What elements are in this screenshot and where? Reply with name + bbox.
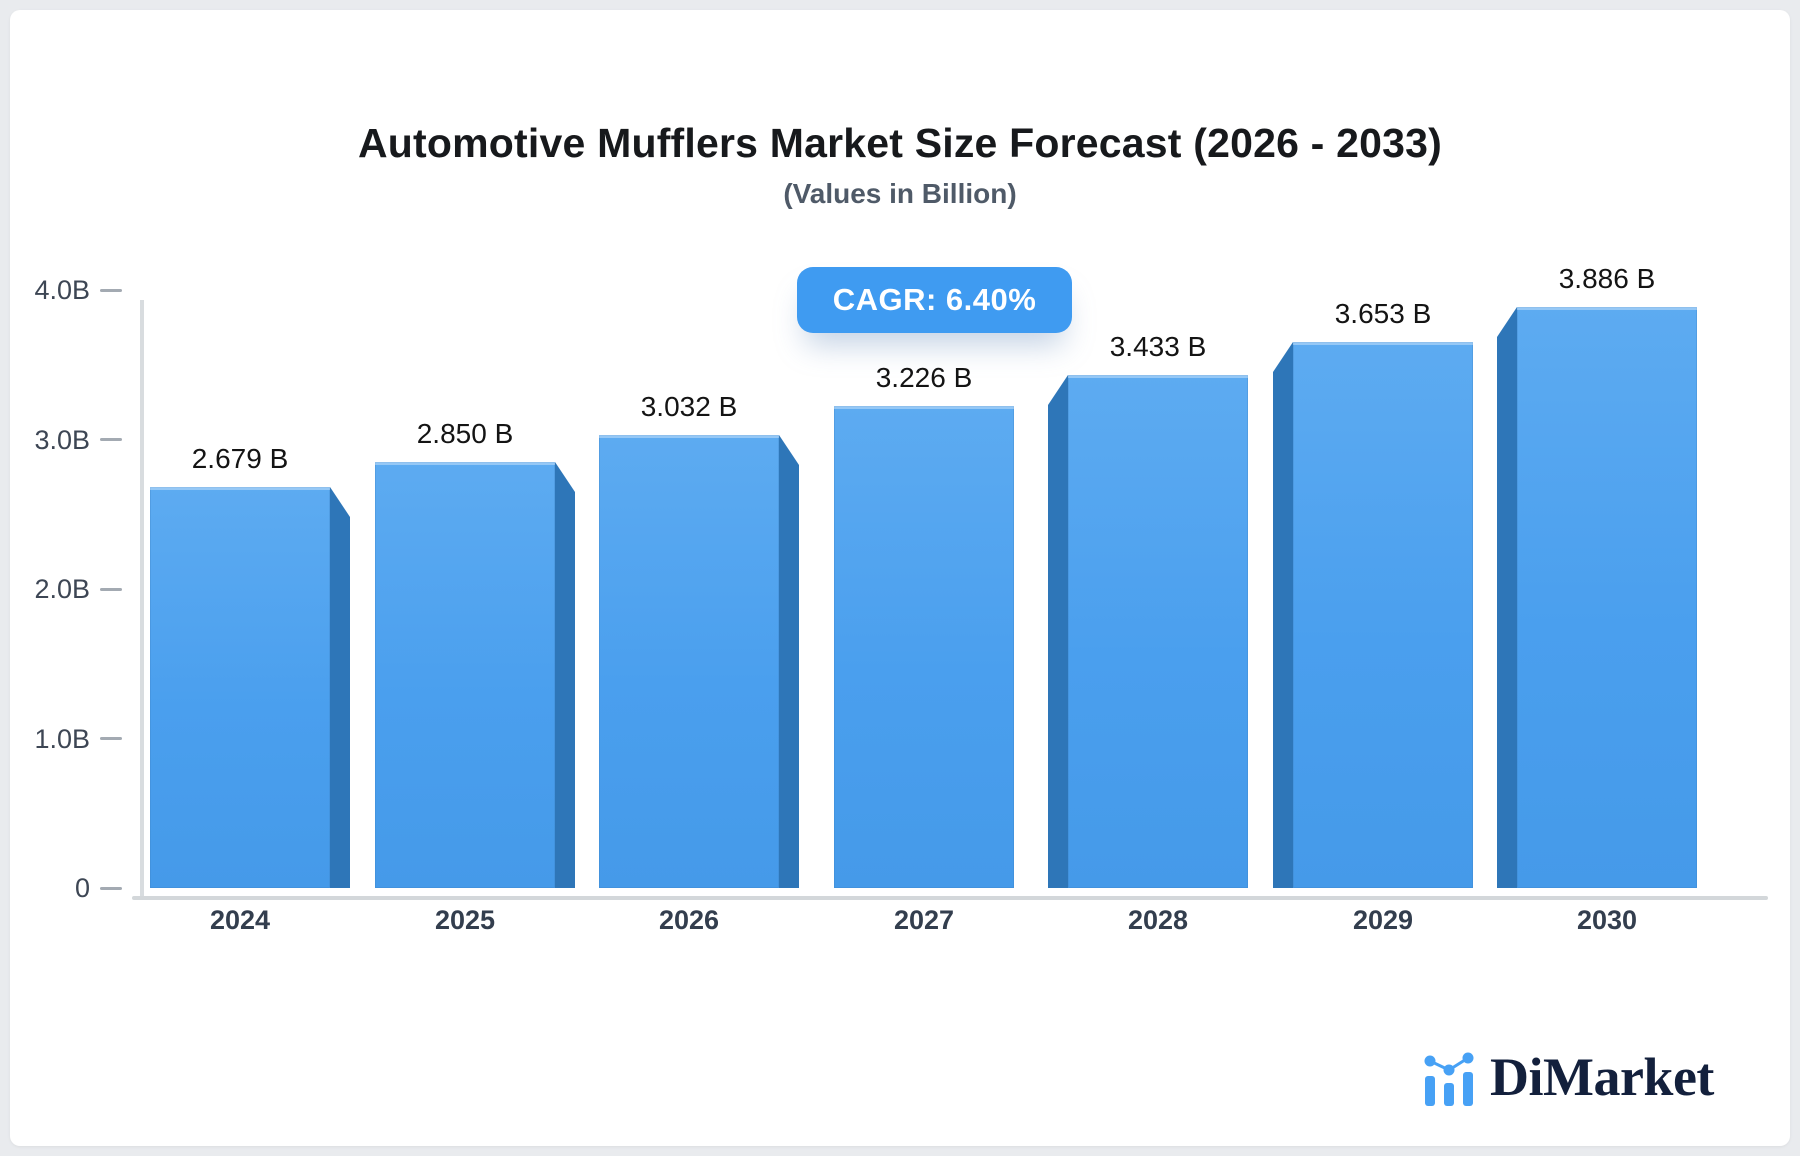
chart-card: Automotive Mufflers Market Size Forecast… — [10, 10, 1790, 1146]
y-tick-label: 0 — [74, 873, 90, 903]
x-category-label-2030: 2030 — [1576, 905, 1638, 935]
bar-2029[interactable] — [1293, 342, 1473, 888]
cagr-badge-label: CAGR: 6.40% — [832, 282, 1037, 317]
y-tick-label: 4.0B — [34, 275, 90, 305]
y-tick-label: 1.0B — [34, 723, 90, 754]
y-tick-label: 2.0B — [34, 574, 90, 604]
x-category-label-2029: 2029 — [1352, 905, 1414, 935]
bar-2027[interactable] — [834, 406, 1014, 888]
y-axis-line — [140, 300, 144, 898]
bar-bevel-2030 — [1497, 307, 1517, 888]
y-tick-dash — [100, 886, 122, 890]
bar-bevel-2025 — [555, 462, 575, 888]
bar-2030[interactable] — [1517, 307, 1697, 888]
bar-2026[interactable] — [599, 435, 779, 888]
y-tick-dash — [100, 438, 122, 441]
x-axis-line — [132, 896, 1768, 900]
bar-value-label-2026: 3.032 B — [640, 391, 738, 422]
x-category-label-2028: 2028 — [1127, 905, 1189, 935]
bar-bevel-2029 — [1273, 342, 1293, 888]
bar-value-label-2028: 3.433 B — [1109, 331, 1207, 362]
chart-title: Automotive Mufflers Market Size Forecast… — [358, 120, 1442, 166]
x-category-label-2025: 2025 — [434, 905, 496, 935]
bar-2028[interactable] — [1068, 375, 1248, 888]
bar-2025[interactable] — [375, 462, 555, 888]
y-tick-dash — [100, 587, 122, 591]
bar-bevel-2026 — [779, 435, 799, 888]
bar-2024[interactable] — [150, 487, 330, 888]
y-tick-dash — [100, 737, 122, 740]
bar-value-label-2027: 3.226 B — [875, 362, 973, 393]
bar-value-label-2024: 2.679 B — [191, 443, 289, 474]
y-tick-label: 3.0B — [34, 424, 90, 455]
x-category-label-2027: 2027 — [893, 905, 955, 935]
x-category-label-2026: 2026 — [658, 905, 720, 935]
chart-subtitle: (Values in Billion) — [783, 178, 1017, 209]
y-tick-dash — [100, 288, 122, 292]
cagr-badge: CAGR: 6.40% — [797, 267, 1072, 333]
dimarket-logo: DiMarket — [1422, 1042, 1714, 1112]
bar-value-label-2030: 3.886 B — [1558, 263, 1656, 294]
dimarket-logo-text: DiMarket — [1490, 1047, 1714, 1107]
bar-bevel-2024 — [330, 487, 350, 888]
bar-value-label-2029: 3.653 B — [1334, 298, 1432, 329]
mini-bar-chart-icon — [1422, 1046, 1478, 1108]
x-category-label-2024: 2024 — [209, 905, 271, 935]
bar-value-label-2025: 2.850 B — [416, 418, 514, 449]
bar-bevel-2028 — [1048, 375, 1068, 888]
